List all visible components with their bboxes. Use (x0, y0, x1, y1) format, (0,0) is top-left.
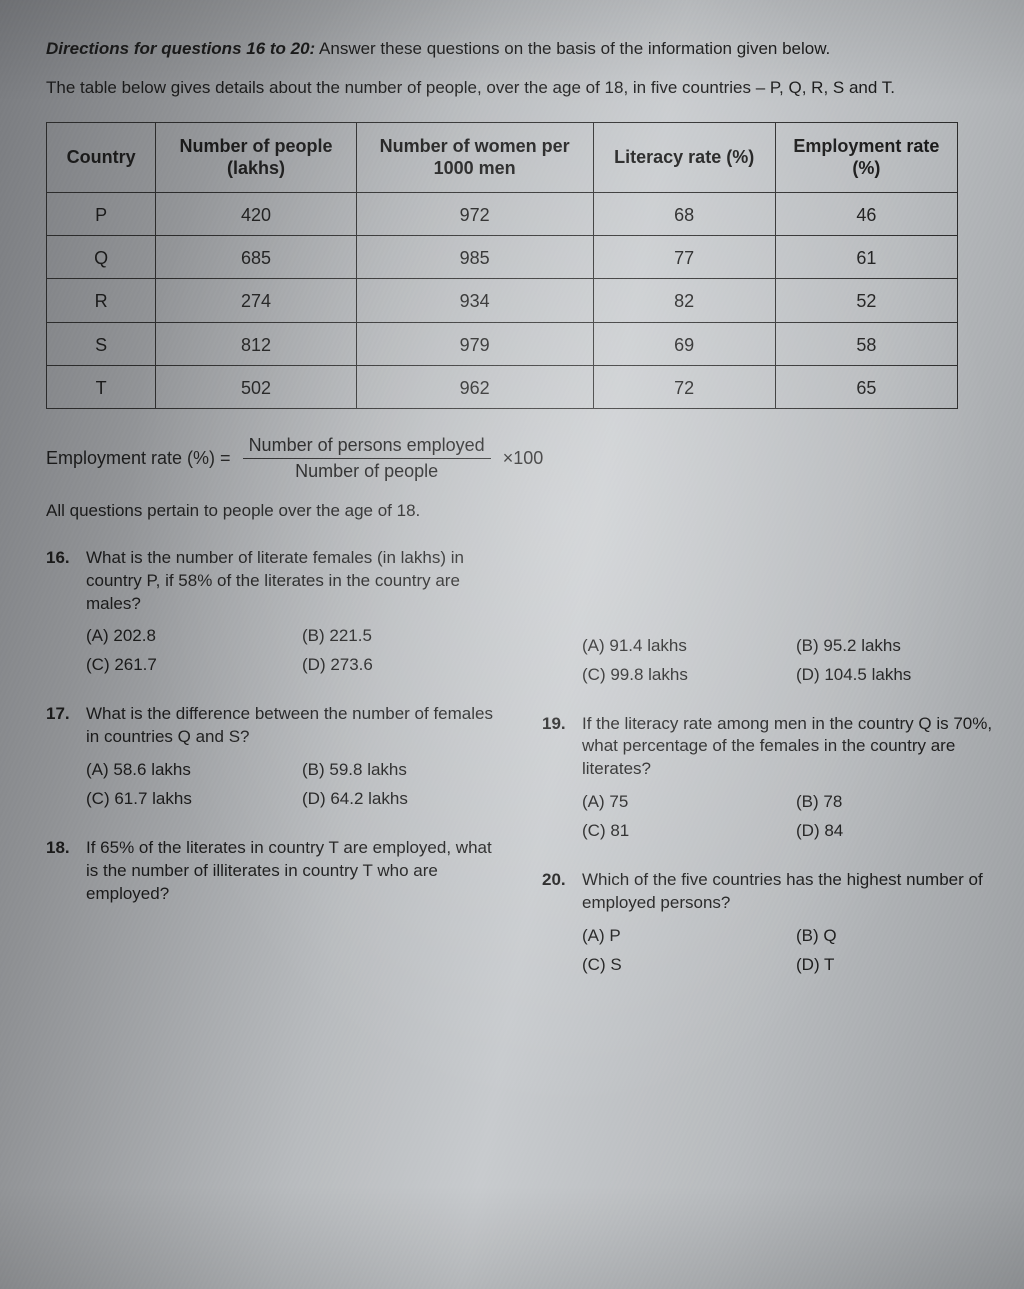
q16-opt-c: (C) 261.7 (86, 654, 288, 677)
q19-opt-b: (B) 78 (796, 791, 996, 814)
cell: 82 (593, 279, 775, 322)
cell: 46 (775, 192, 957, 235)
formula-numerator: Number of persons employed (243, 435, 491, 459)
table-row: Q 685 985 77 61 (47, 236, 958, 279)
cell: Q (47, 236, 156, 279)
q19-options: (A) 75 (B) 78 (C) 81 (D) 84 (582, 791, 996, 843)
formula-denominator: Number of people (295, 459, 438, 482)
q20-opt-c: (C) S (582, 954, 782, 977)
cell: 985 (356, 236, 593, 279)
q20-opt-a: (A) P (582, 925, 782, 948)
q16-number: 16. (46, 547, 80, 678)
q20-options: (A) P (B) Q (C) S (D) T (582, 925, 996, 977)
cell: 52 (775, 279, 957, 322)
th-country: Country (47, 122, 156, 192)
cell: 72 (593, 366, 775, 409)
cell: R (47, 279, 156, 322)
cell: T (47, 366, 156, 409)
question-16: 16. What is the number of literate femal… (46, 547, 504, 678)
q17-options: (A) 58.6 lakhs (B) 59.8 lakhs (C) 61.7 l… (86, 759, 504, 811)
cell: 68 (593, 192, 775, 235)
q20-opt-d: (D) T (796, 954, 996, 977)
cell: P (47, 192, 156, 235)
q18-opt-d: (D) 104.5 lakhs (796, 664, 996, 687)
cell: 65 (775, 366, 957, 409)
q16-opt-d: (D) 273.6 (302, 654, 504, 677)
q18-opt-c: (C) 99.8 lakhs (582, 664, 782, 687)
q16-opt-a: (A) 202.8 (86, 625, 288, 648)
q17-text: What is the difference between the numbe… (86, 703, 504, 749)
cell: 979 (356, 322, 593, 365)
question-20: 20. Which of the five countries has the … (542, 869, 996, 977)
cell: 502 (156, 366, 356, 409)
q19-opt-d: (D) 84 (796, 820, 996, 843)
question-grid: 16. What is the number of literate femal… (46, 547, 996, 977)
question-18-opts-block: (A) 91.4 lakhs (B) 95.2 lakhs (C) 99.8 l… (542, 631, 996, 687)
q17-opt-a: (A) 58.6 lakhs (86, 759, 288, 782)
directions-line: Directions for questions 16 to 20: Answe… (46, 38, 996, 61)
q18-opt-b: (B) 95.2 lakhs (796, 635, 996, 658)
formula-tail: ×100 (503, 446, 544, 470)
q16-options: (A) 202.8 (B) 221.5 (C) 261.7 (D) 273.6 (86, 625, 504, 677)
th-literacy: Literacy rate (%) (593, 122, 775, 192)
question-17: 17. What is the difference between the n… (46, 703, 504, 811)
th-people: Number of people(lakhs) (156, 122, 356, 192)
q19-opt-c: (C) 81 (582, 820, 782, 843)
q18-number: 18. (46, 837, 80, 916)
formula-lhs: Employment rate (%) = (46, 446, 231, 470)
question-18: 18. If 65% of the literates in country T… (46, 837, 504, 916)
q20-number: 20. (542, 869, 576, 977)
subheading: The table below gives details about the … (46, 77, 996, 100)
cell: 69 (593, 322, 775, 365)
note-line: All questions pertain to people over the… (46, 500, 996, 523)
question-19: 19. If the literacy rate among men in th… (542, 713, 996, 844)
q16-opt-b: (B) 221.5 (302, 625, 504, 648)
cell: 58 (775, 322, 957, 365)
table-row: R 274 934 82 52 (47, 279, 958, 322)
employment-formula: Employment rate (%) = Number of persons … (46, 435, 996, 481)
q19-number: 19. (542, 713, 576, 844)
q18-text: If 65% of the literates in country T are… (86, 837, 504, 906)
table-body: P 420 972 68 46 Q 685 985 77 61 R 274 93… (47, 192, 958, 408)
directions-rest: Answer these questions on the basis of t… (315, 39, 830, 58)
table-row: P 420 972 68 46 (47, 192, 958, 235)
spacer (542, 631, 576, 687)
q20-text: Which of the five countries has the high… (582, 869, 996, 915)
cell: 812 (156, 322, 356, 365)
th-employment: Employment rate (%) (775, 122, 957, 192)
cell: 972 (356, 192, 593, 235)
q16-text: What is the number of literate females (… (86, 547, 504, 616)
cell: 685 (156, 236, 356, 279)
q17-opt-d: (D) 64.2 lakhs (302, 788, 504, 811)
formula-fraction: Number of persons employed Number of peo… (243, 435, 491, 481)
q20-opt-b: (B) Q (796, 925, 996, 948)
q19-text: If the literacy rate among men in the co… (582, 713, 996, 782)
cell: 61 (775, 236, 957, 279)
q17-opt-b: (B) 59.8 lakhs (302, 759, 504, 782)
q18-opt-a: (A) 91.4 lakhs (582, 635, 782, 658)
th-women: Number of women per1000 men (356, 122, 593, 192)
left-column: 16. What is the number of literate femal… (46, 547, 504, 916)
q19-opt-a: (A) 75 (582, 791, 782, 814)
table-header-row: Country Number of people(lakhs) Number o… (47, 122, 958, 192)
cell: 934 (356, 279, 593, 322)
cell: 962 (356, 366, 593, 409)
table-row: S 812 979 69 58 (47, 322, 958, 365)
q17-opt-c: (C) 61.7 lakhs (86, 788, 288, 811)
right-column: (A) 91.4 lakhs (B) 95.2 lakhs (C) 99.8 l… (538, 547, 996, 977)
table-row: T 502 962 72 65 (47, 366, 958, 409)
cell: 420 (156, 192, 356, 235)
cell: 77 (593, 236, 775, 279)
cell: S (47, 322, 156, 365)
q18-options: (A) 91.4 lakhs (B) 95.2 lakhs (C) 99.8 l… (582, 635, 996, 687)
directions-lead: Directions for questions 16 to 20: (46, 39, 315, 58)
cell: 274 (156, 279, 356, 322)
q17-number: 17. (46, 703, 80, 811)
data-table: Country Number of people(lakhs) Number o… (46, 122, 958, 409)
